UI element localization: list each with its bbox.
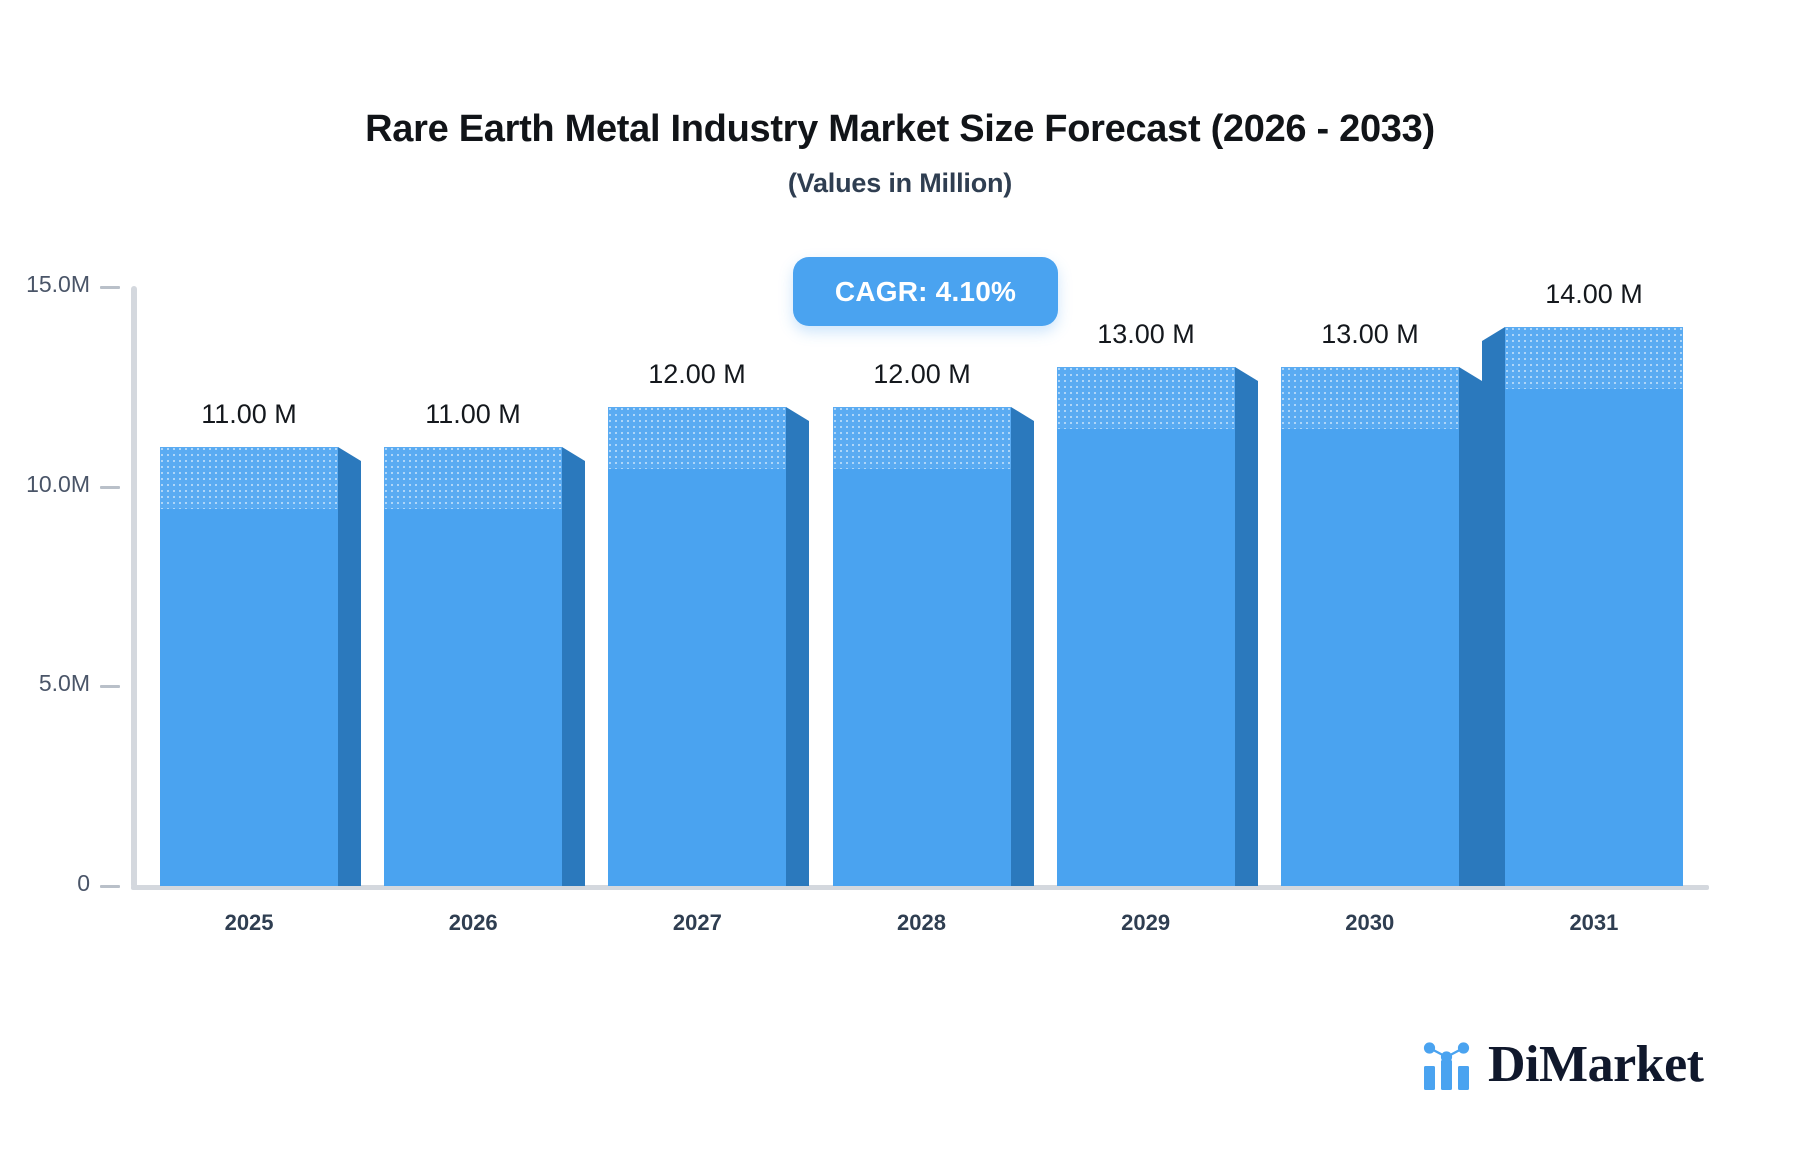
bar-side-face bbox=[1459, 367, 1482, 886]
brand-logo: DiMarket bbox=[1420, 1036, 1704, 1093]
bar-side-face bbox=[562, 447, 585, 886]
bar-front-face bbox=[1281, 367, 1459, 886]
y-axis-tick-mark bbox=[100, 286, 120, 289]
brand-logo-text: DiMarket bbox=[1488, 1036, 1704, 1093]
y-axis-tick-mark bbox=[100, 485, 120, 489]
bar-front-face bbox=[384, 447, 562, 886]
bar-column: 11.00 M bbox=[384, 399, 585, 886]
bar-front-face bbox=[608, 407, 786, 886]
x-axis-tick-label: 2030 bbox=[1345, 910, 1395, 935]
y-axis-tick-mark bbox=[100, 685, 120, 689]
cagr-badge: CAGR: 4.10% bbox=[793, 257, 1058, 326]
bar-top-highlight bbox=[160, 447, 338, 509]
bar-top-highlight bbox=[1505, 327, 1683, 389]
bar-side-face bbox=[1482, 327, 1505, 886]
bar-top-highlight bbox=[833, 407, 1011, 469]
bar-column: 11.00 M bbox=[160, 399, 361, 886]
y-axis-tick-mark bbox=[100, 885, 120, 888]
bar-value-label: 12.00 M bbox=[873, 359, 971, 389]
chart-subtitle: (Values in Million) bbox=[787, 168, 1013, 198]
x-axis-tick-label: 2028 bbox=[897, 910, 946, 935]
y-axis-tick-label: 0 bbox=[77, 870, 90, 896]
x-axis-tick-label: 2031 bbox=[1569, 910, 1619, 935]
y-axis-line bbox=[131, 286, 137, 888]
x-axis-tick-label: 2025 bbox=[224, 910, 274, 935]
bar-value-label: 14.00 M bbox=[1545, 279, 1643, 309]
bar-column: 14.00 M bbox=[1482, 279, 1683, 886]
y-axis-tick-label: 5.0M bbox=[38, 670, 90, 697]
x-axis-tick-label: 2029 bbox=[1121, 910, 1171, 935]
bar-top-highlight bbox=[384, 447, 562, 509]
bar-top-highlight bbox=[608, 407, 786, 469]
bar-front-face bbox=[160, 447, 338, 886]
bar-value-label: 11.00 M bbox=[425, 399, 521, 429]
y-axis-tick-label: 15.0M bbox=[26, 271, 90, 297]
x-axis-line bbox=[131, 885, 1709, 890]
bar-side-face bbox=[338, 447, 361, 886]
cagr-badge-label: CAGR: 4.10% bbox=[834, 275, 1017, 307]
bar-column: 13.00 M bbox=[1057, 319, 1258, 886]
x-axis-tick-label: 2026 bbox=[448, 910, 498, 935]
bar-chart-trend-icon bbox=[1423, 1042, 1470, 1090]
bar-column: 12.00 M bbox=[608, 359, 809, 886]
bar-front-face bbox=[833, 407, 1011, 886]
bar-column: 12.00 M bbox=[833, 359, 1034, 886]
bar-column: 13.00 M bbox=[1281, 319, 1482, 886]
bar-top-highlight bbox=[1057, 367, 1235, 429]
bar-value-label: 13.00 M bbox=[1097, 319, 1195, 349]
bar-value-label: 13.00 M bbox=[1321, 319, 1419, 349]
bar-top-highlight bbox=[1281, 367, 1459, 429]
y-axis-tick-label: 10.0M bbox=[26, 470, 90, 497]
bar-front-face bbox=[1057, 367, 1235, 886]
chart-title: Rare Earth Metal Industry Market Size Fo… bbox=[365, 108, 1435, 150]
bar-value-label: 11.00 M bbox=[201, 399, 297, 429]
bar-side-face bbox=[1235, 367, 1258, 886]
x-axis-tick-label: 2027 bbox=[672, 910, 722, 935]
bar-front-face bbox=[1505, 327, 1683, 886]
bar-side-face bbox=[1011, 407, 1034, 886]
bar-value-label: 12.00 M bbox=[648, 359, 746, 389]
bar-side-face bbox=[786, 407, 809, 886]
